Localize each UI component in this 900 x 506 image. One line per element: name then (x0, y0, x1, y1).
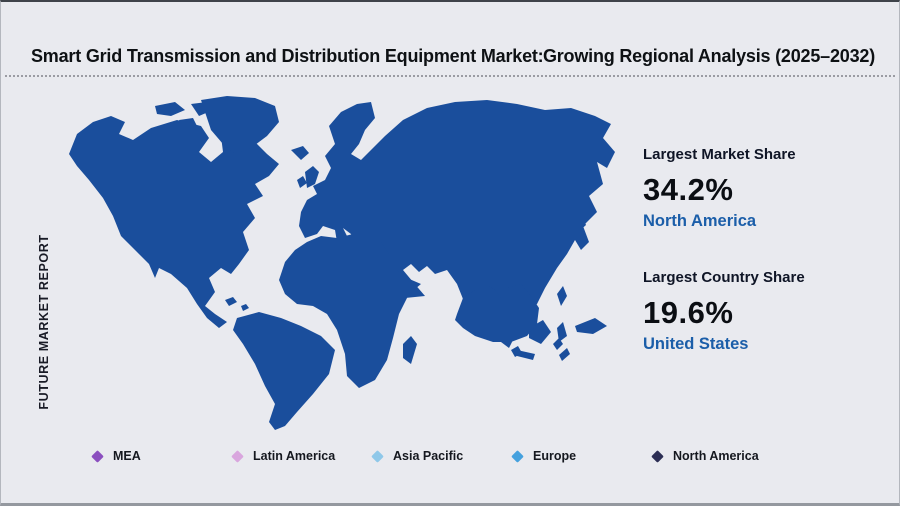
caribbean-island-1 (225, 297, 237, 306)
legend-diamond-icon (371, 449, 384, 463)
tasmania (511, 346, 522, 357)
legend-label: MEA (113, 449, 141, 463)
world-map-container (59, 92, 643, 436)
legend-diamond-icon (231, 449, 244, 463)
legend-diamond-icon (511, 449, 524, 463)
world-map-landmasses (69, 96, 615, 430)
philippines (557, 286, 567, 306)
stat-region: United States (643, 335, 749, 353)
new-guinea (575, 318, 607, 334)
legend-item-asia-pacific: Asia Pacific (371, 449, 513, 463)
world-map (69, 96, 615, 430)
arctic-island-3 (179, 118, 197, 128)
stat-value: 19.6% (643, 295, 734, 330)
stat-label: Largest Country Share (643, 269, 805, 286)
continent-africa (279, 234, 421, 388)
title-line-1: Smart Grid Transmission and Distribution… (31, 46, 544, 66)
stat-label: Largest Market Share (643, 146, 796, 163)
brand-vertical-label: FUTURE MARKET REPORT (37, 234, 51, 410)
japan-honshu (567, 198, 581, 219)
japan-hokkaido (576, 186, 587, 198)
stat-largest-market-share: Largest Market Share 34.2% North America (643, 146, 883, 231)
greenland (201, 96, 279, 154)
stat-value: 34.2% (643, 172, 734, 207)
continent-south-america (233, 312, 335, 430)
legend-item-latin-america: Latin America (231, 449, 373, 463)
stat-region: North America (643, 212, 757, 230)
iceland (291, 146, 309, 160)
new-zealand-north (553, 338, 563, 350)
continent-australia (455, 284, 539, 342)
legend-label: North America (673, 449, 759, 463)
arctic-island-1 (155, 102, 185, 116)
title-line-2: Growing Regional Analysis (2025–2032) (542, 46, 875, 66)
sulawesi (557, 322, 567, 342)
new-zealand-south (559, 348, 570, 361)
stat-largest-country-share: Largest Country Share 19.6% United State… (643, 269, 883, 354)
great-britain (305, 166, 319, 188)
madagascar (403, 336, 417, 364)
legend-item-europe: Europe (511, 449, 653, 463)
legend-label: Latin America (253, 449, 336, 463)
legend-item-north-america: North America (651, 449, 793, 463)
title-divider (5, 75, 895, 77)
legend: MEA Latin America Asia Pacific Europe No… (91, 449, 793, 463)
caribbean-island-2 (241, 304, 249, 311)
continent-eurasia (299, 100, 615, 330)
legend-label: Europe (533, 449, 577, 463)
japan-south (573, 215, 586, 234)
legend-diamond-icon (651, 449, 664, 463)
legend-diamond-icon (91, 449, 104, 463)
legend-label: Asia Pacific (393, 449, 464, 463)
ireland (297, 176, 307, 188)
continent-north-america (69, 116, 279, 328)
stats-panel: Largest Market Share 34.2% North America… (643, 146, 883, 392)
legend-item-mea: MEA (91, 449, 233, 463)
